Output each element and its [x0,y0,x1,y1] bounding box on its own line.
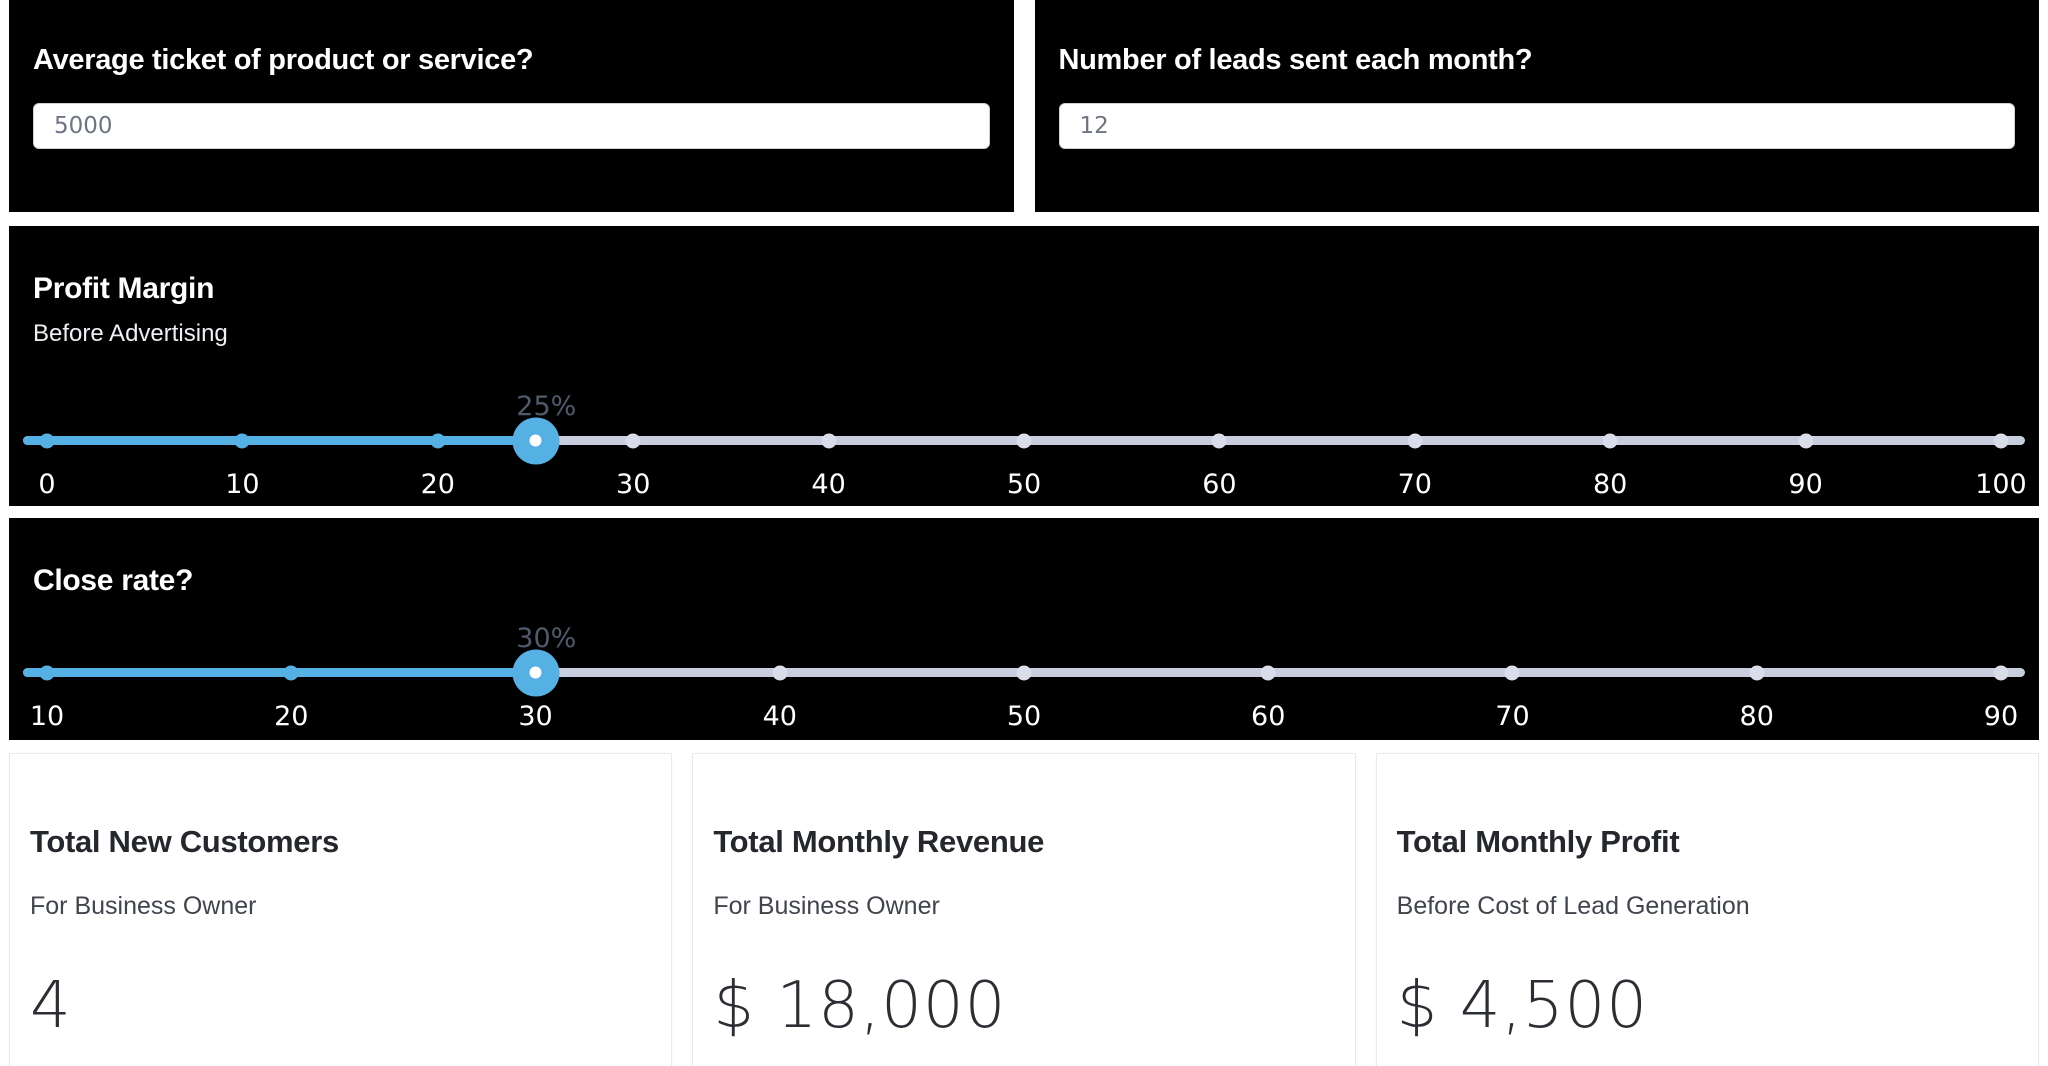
total-monthly-profit-title: Total Monthly Profit [1396,824,1680,859]
leads-card: Number of leads sent each month? [1034,0,2039,212]
slider-tick-label: 10 [225,469,260,500]
results-row: Total New Customers For Business Owner 4… [9,753,2039,1066]
slider-tick [772,665,788,680]
slider-tick-label: 70 [1495,701,1530,732]
slider-tick [39,665,55,680]
profit-margin-slider-handle[interactable] [512,417,559,464]
slider-tick-label: 60 [1251,701,1286,732]
inputs-row: Average ticket of product or service? Nu… [9,0,2039,212]
slider-tick [234,433,250,448]
slider-tick-label: 60 [1202,469,1237,500]
total-new-customers-title: Total New Customers [30,824,339,859]
slider-tick [1260,665,1276,680]
profit-margin-title: Profit Margin [33,272,215,305]
slider-bubble-row: 25% [23,388,2025,422]
slider-tick-label: 100 [1975,469,2027,500]
slider-tick-label: 20 [274,701,309,732]
slider-tick [1993,665,2009,680]
slider-tick [1211,433,1227,448]
slider-tick-label: 70 [1397,469,1432,500]
close-rate-card: Close rate? 30% 10 20 30 40 50 60 70 80 90 [9,518,2039,740]
slider-tick-labels: 10 20 30 40 50 60 70 80 90 [23,701,2025,732]
slider-fill [23,668,536,677]
slider-tick [1016,433,1032,448]
slider-tick [1504,665,1520,680]
leads-label: Number of leads sent each month? [1058,44,1533,76]
profit-margin-card: Profit Margin Before Advertising 25% 0 10… [9,226,2039,506]
slider-tick [430,433,446,448]
slider-track[interactable] [23,417,2025,464]
total-monthly-profit-subtitle: Before Cost of Lead Generation [1396,892,1750,920]
slider-fill [23,436,536,445]
profit-margin-subtitle: Before Advertising [33,320,228,347]
slider-tick [821,433,837,448]
slider-tick-label: 50 [1006,469,1042,500]
profit-margin-value-label: 25% [516,391,577,422]
close-rate-value-label: 30% [516,623,577,654]
avg-ticket-label: Average ticket of product or service? [33,44,534,76]
total-new-customers-subtitle: For Business Owner [30,892,257,920]
slider-tick-label: 90 [1788,469,1823,500]
slider-tick [1749,665,1765,680]
slider-tick [1798,433,1814,448]
total-monthly-revenue-value: $ 18,000 [713,969,1007,1043]
slider-tick-label: 80 [1739,701,1774,732]
close-rate-slider[interactable]: 30% 10 20 30 40 50 60 70 80 90 [23,620,2025,732]
slider-tick [1993,433,2009,448]
leads-input[interactable] [1058,103,2015,149]
total-new-customers-value: 4 [30,969,72,1043]
slider-tick-label: 80 [1592,469,1628,500]
avg-ticket-card: Average ticket of product or service? [9,0,1014,212]
slider-tick-label: 40 [762,701,797,732]
slider-tick-label: 10 [29,701,65,732]
total-monthly-revenue-card: Total Monthly Revenue For Business Owner… [692,753,1356,1066]
slider-tick-label: 30 [518,701,553,732]
profit-margin-slider[interactable]: 25% 0 10 20 30 40 50 60 70 80 90 100 [23,388,2027,500]
slider-tick [1016,665,1032,680]
slider-tick [1602,433,1618,448]
slider-bubble-row: 30% [23,620,2025,654]
total-new-customers-card: Total New Customers For Business Owner 4 [9,753,673,1066]
total-monthly-revenue-subtitle: For Business Owner [713,892,940,920]
slider-tick-label: 0 [38,469,56,500]
slider-tick-label: 30 [616,469,651,500]
slider-track[interactable] [23,649,2025,696]
total-monthly-profit-card: Total Monthly Profit Before Cost of Lead… [1375,753,2039,1066]
slider-tick-label: 20 [420,469,455,500]
slider-tick [39,433,55,448]
total-monthly-profit-value: $ 4,500 [1396,969,1648,1043]
close-rate-title: Close rate? [33,564,194,597]
slider-tick [625,433,641,448]
slider-tick [283,665,299,680]
slider-tick-label: 90 [1983,701,2019,732]
slider-tick-labels: 0 10 20 30 40 50 60 70 80 90 100 [23,469,2027,500]
close-rate-slider-handle[interactable] [512,649,559,696]
total-monthly-revenue-title: Total Monthly Revenue [713,824,1045,859]
slider-tick-label: 50 [1006,701,1042,732]
avg-ticket-input[interactable] [33,103,990,149]
slider-tick [1407,433,1423,448]
slider-tick-label: 40 [811,469,846,500]
